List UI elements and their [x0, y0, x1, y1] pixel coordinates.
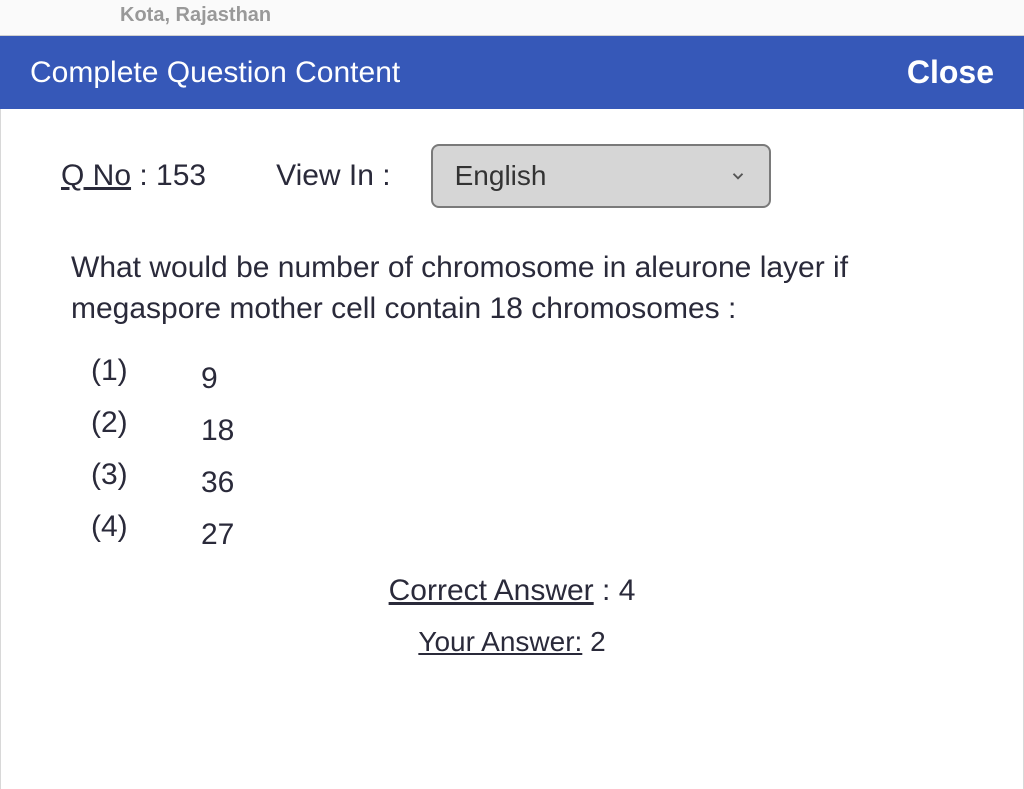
q-no-value: 153: [156, 159, 206, 192]
option-number: (2): [91, 406, 201, 440]
modal-header: Complete Question Content Close: [0, 35, 1024, 109]
option-value: 18: [201, 414, 234, 448]
correct-answer-value: 4: [619, 574, 636, 607]
option-row[interactable]: (4) 27: [91, 510, 963, 544]
question-meta: Q No : 153 View In : English: [61, 144, 963, 208]
option-value: 9: [201, 362, 218, 396]
language-select[interactable]: English: [431, 144, 771, 208]
options-list: (1) 9 (2) 18 (3) 36 (4) 27: [61, 354, 963, 544]
option-value: 27: [201, 518, 234, 552]
your-answer-label: Your Answer:: [418, 626, 582, 657]
q-no-label: Q No: [61, 159, 131, 192]
modal-title: Complete Question Content: [30, 56, 400, 90]
question-number: Q No : 153: [61, 159, 206, 193]
option-row[interactable]: (1) 9: [91, 354, 963, 388]
your-answer-value: 2: [590, 626, 606, 657]
view-in-label: View In :: [276, 159, 391, 193]
option-row[interactable]: (2) 18: [91, 406, 963, 440]
option-value: 36: [201, 466, 234, 500]
option-number: (4): [91, 510, 201, 544]
correct-answer-label: Correct Answer: [389, 574, 594, 607]
location-text: Kota, Rajasthan: [0, 0, 1024, 35]
question-text: What would be number of chromosome in al…: [61, 248, 963, 329]
answer-block: Correct Answer : 4 Your Answer: 2: [61, 574, 963, 658]
view-in-group: View In : English: [276, 144, 771, 208]
option-number: (1): [91, 354, 201, 388]
content-area: Q No : 153 View In : English What would …: [0, 109, 1024, 789]
chevron-down-icon: [729, 167, 747, 185]
q-no-colon: :: [139, 159, 156, 192]
correct-answer: Correct Answer : 4: [61, 574, 963, 608]
language-selected-value: English: [455, 160, 547, 192]
your-answer: Your Answer: 2: [61, 626, 963, 658]
option-number: (3): [91, 458, 201, 492]
close-button[interactable]: Close: [907, 54, 994, 91]
correct-answer-sep: :: [602, 574, 619, 607]
option-row[interactable]: (3) 36: [91, 458, 963, 492]
